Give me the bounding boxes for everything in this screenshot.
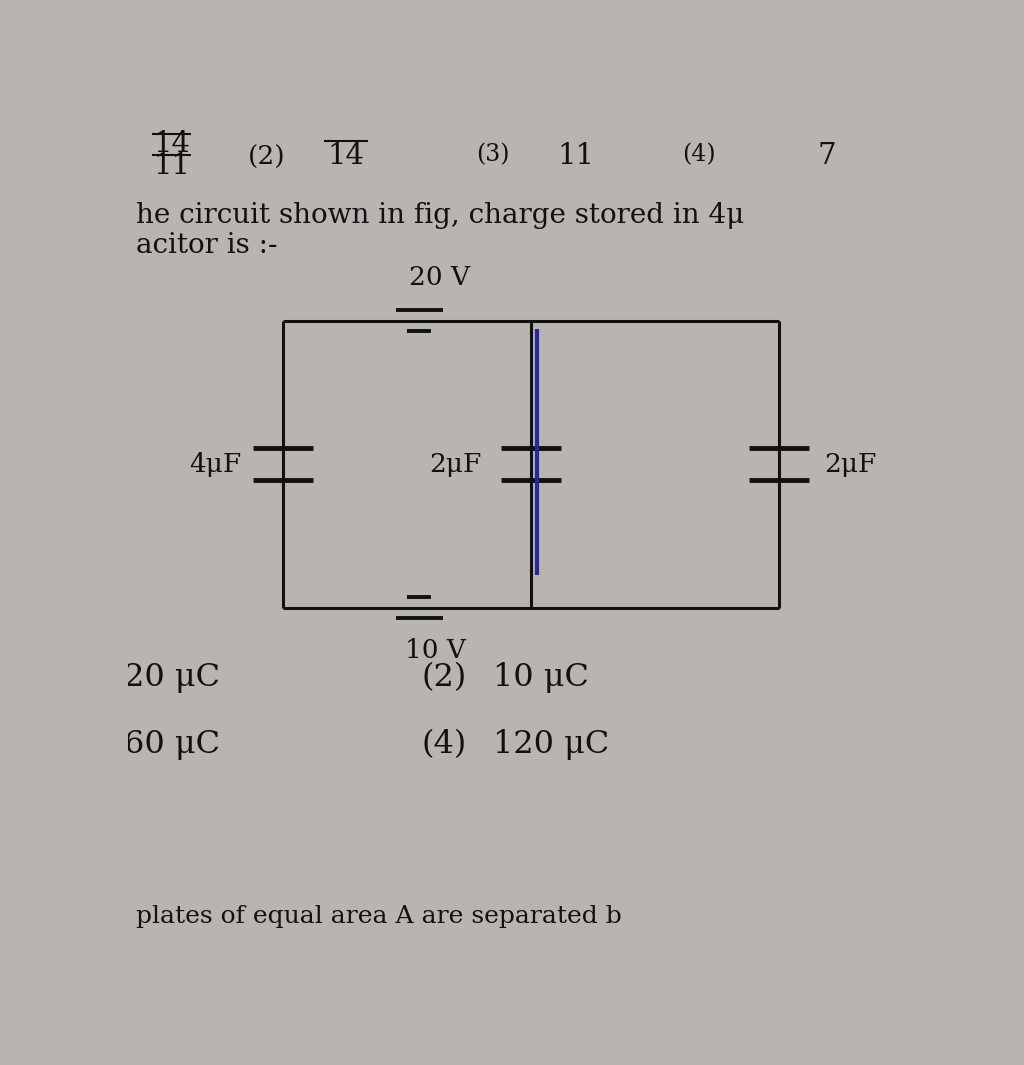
Text: plates of equal area A are separated b: plates of equal area A are separated b — [136, 905, 622, 929]
Text: 14: 14 — [154, 130, 190, 159]
Text: 4μF: 4μF — [189, 452, 242, 476]
Text: 10 μC: 10 μC — [494, 661, 589, 692]
Text: acitor is :-: acitor is :- — [136, 232, 278, 260]
Text: (4): (4) — [683, 144, 716, 166]
Text: 20 V: 20 V — [409, 265, 470, 291]
Text: 60 μC: 60 μC — [124, 728, 220, 760]
Text: 120 μC: 120 μC — [494, 728, 609, 760]
Text: 14: 14 — [328, 142, 365, 169]
Text: 2μF: 2μF — [824, 452, 877, 476]
Text: 2μF: 2μF — [430, 452, 482, 476]
Text: 11: 11 — [558, 142, 595, 169]
Text: 10 V: 10 V — [404, 638, 466, 662]
Text: 7: 7 — [817, 142, 836, 169]
Text: he circuit shown in fig, charge stored in 4μ: he circuit shown in fig, charge stored i… — [136, 202, 744, 229]
Text: (4): (4) — [422, 728, 467, 760]
Text: 20 μC: 20 μC — [124, 661, 220, 692]
Text: 11: 11 — [154, 151, 190, 180]
Text: (2): (2) — [248, 145, 286, 169]
Text: (3): (3) — [476, 144, 510, 166]
Text: (2): (2) — [422, 661, 467, 692]
